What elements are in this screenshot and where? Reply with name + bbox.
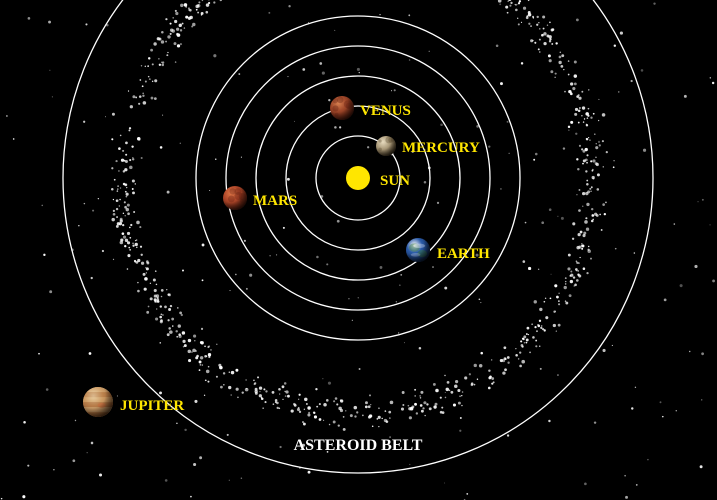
sun-label: SUN [380, 173, 410, 189]
sun-planet [346, 166, 370, 190]
mercury-label: MERCURY [402, 140, 480, 156]
jupiter-label: JUPITER [120, 398, 184, 414]
earth-planet [406, 238, 430, 262]
solar-system-diagram: SUN MERCURY VENUS EARTH MARS JUPITER ASTEROID … [0, 0, 717, 500]
earth-label: EARTH [437, 246, 490, 262]
mercury-planet [376, 136, 396, 156]
asteroid-belt-label: ASTEROID BELT [294, 437, 423, 454]
venus-label: VENUS [360, 103, 411, 119]
diagram-svg: SUN MERCURY VENUS EARTH MARS JUPITER ASTEROID … [0, 0, 717, 500]
mars-planet [223, 186, 247, 210]
mars-label: MARS [253, 193, 297, 209]
venus-planet [330, 96, 354, 120]
